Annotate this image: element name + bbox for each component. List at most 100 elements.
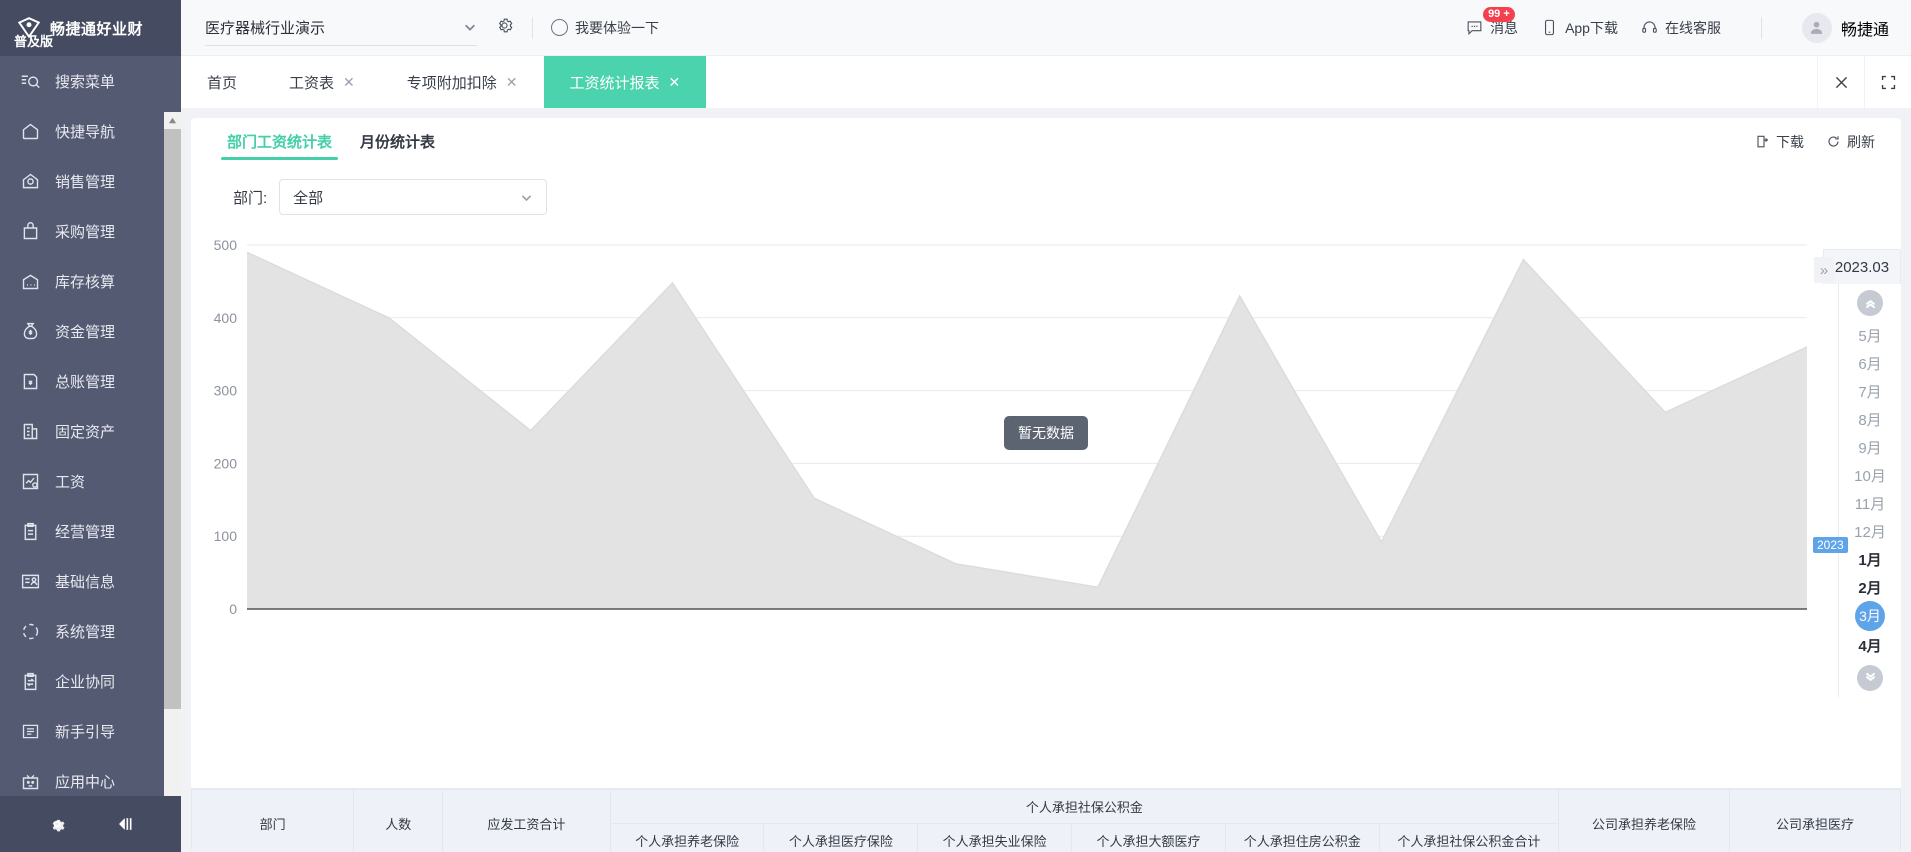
user-name: 畅捷通 bbox=[1840, 21, 1889, 39]
sidebar-item-label: 采购管理 bbox=[55, 223, 116, 241]
messages-button[interactable]: 消息 99 + bbox=[1465, 6, 1519, 38]
month-label: 12月 bbox=[1854, 523, 1886, 541]
month-item-12[interactable]: 12月 bbox=[1839, 517, 1901, 545]
month-label: 9月 bbox=[1858, 440, 1882, 458]
scrollbar-thumb[interactable] bbox=[164, 129, 181, 709]
department-filter-label: 部门: bbox=[233, 189, 268, 207]
brand-name: 畅捷通好业财 bbox=[50, 20, 144, 38]
building-icon bbox=[20, 421, 41, 442]
scroll-up-icon[interactable] bbox=[164, 112, 181, 129]
close-icon[interactable]: ✕ bbox=[505, 73, 518, 90]
month-item-6[interactable]: 6月 bbox=[1839, 350, 1901, 378]
col-department: 部门 bbox=[191, 789, 355, 852]
gear-icon bbox=[498, 18, 513, 32]
month-item-7[interactable]: 7月 bbox=[1839, 378, 1901, 406]
close-icon bbox=[1835, 76, 1847, 88]
svg-text:0: 0 bbox=[229, 601, 237, 617]
sidebar-item-purchase[interactable]: 采购管理 bbox=[0, 206, 181, 256]
messages-label: 消息 bbox=[1490, 19, 1519, 36]
sidebar-item-basic-info[interactable]: 基础信息 bbox=[0, 556, 181, 606]
close-icon[interactable]: ✕ bbox=[343, 73, 355, 90]
refresh-label: 刷新 bbox=[1847, 133, 1875, 150]
sidebar-item-label: 基础信息 bbox=[55, 573, 116, 591]
clipboard-icon bbox=[20, 521, 41, 542]
month-item-5[interactable]: 5月 bbox=[1839, 322, 1901, 350]
avatar bbox=[1801, 12, 1832, 43]
chevrons-up-icon[interactable] bbox=[1857, 290, 1883, 316]
close-all-button[interactable] bbox=[1817, 56, 1864, 108]
chart-svg: 0 100 200 300 400 500 bbox=[214, 237, 1808, 617]
col-personal-large-medical: 个人承担大额医疗 bbox=[1071, 823, 1226, 852]
sidebar-item-label: 固定资产 bbox=[55, 423, 116, 441]
sidebar-item-ledger[interactable]: 总账管理 bbox=[0, 356, 181, 406]
month-item-2[interactable]: 2月 bbox=[1839, 573, 1901, 601]
col-personal-social-total: 个人承担社保公积金合计 bbox=[1378, 823, 1560, 852]
sidebar-item-label: 企业协同 bbox=[55, 673, 116, 691]
year-tag: 2023 bbox=[1813, 537, 1848, 554]
tab-special-deduction[interactable]: 专项附加扣除 ✕ bbox=[381, 56, 544, 108]
sidebar-item-fixed-assets[interactable]: 固定资产 bbox=[0, 406, 181, 456]
report-panel: 部门工资统计表 月份统计表 下载 刷新 bbox=[191, 118, 1901, 852]
headset-icon bbox=[1642, 21, 1657, 33]
month-label: 3月 bbox=[1855, 601, 1885, 632]
app-download-label: App下载 bbox=[1565, 19, 1618, 36]
message-icon bbox=[1467, 21, 1482, 36]
sidebar-item-label: 系统管理 bbox=[55, 623, 116, 641]
department-select[interactable]: 全部 bbox=[279, 179, 548, 215]
sidebar-item-operations[interactable]: 经营管理 bbox=[0, 506, 181, 556]
refresh-button[interactable]: 刷新 bbox=[1826, 132, 1875, 152]
month-item-11[interactable]: 11月 bbox=[1839, 489, 1901, 517]
payroll-table: 部门 人数 应发工资合计 个人承担社保公积金 公司承担养老保险 公司承担医疗 个… bbox=[191, 788, 1901, 852]
payroll-icon bbox=[20, 471, 41, 492]
month-label: 7月 bbox=[1858, 384, 1882, 402]
sidebar-item-system[interactable]: 系统管理 bbox=[0, 606, 181, 656]
org-selector[interactable]: 医疗器械行业演示 bbox=[205, 10, 477, 46]
tab-payroll-report[interactable]: 工资统计报表 ✕ bbox=[543, 56, 707, 108]
month-item-1[interactable]: 2023 1月 bbox=[1813, 537, 1901, 573]
sidebar-item-sales[interactable]: 销售管理 bbox=[0, 156, 181, 206]
month-item-8[interactable]: 8月 bbox=[1839, 406, 1901, 434]
ledger-icon bbox=[20, 371, 41, 392]
sidebar-item-label: 资金管理 bbox=[55, 323, 116, 341]
col-group-personal-social: 个人承担社保公积金 bbox=[609, 789, 1560, 824]
tab-payroll-sheet[interactable]: 工资表 ✕ bbox=[263, 56, 381, 108]
sidebar-item-search-menu[interactable]: 搜索菜单 bbox=[0, 56, 181, 106]
download-button[interactable]: 下载 bbox=[1755, 132, 1804, 152]
chevrons-down-icon[interactable] bbox=[1857, 664, 1883, 691]
app-download-button[interactable]: App下载 bbox=[1540, 18, 1618, 38]
online-service-button[interactable]: 在线客服 bbox=[1640, 18, 1721, 38]
subtab-monthly-stats[interactable]: 月份统计表 bbox=[346, 118, 449, 165]
messages-badge: 99 + bbox=[1483, 6, 1515, 22]
collapse-icon[interactable] bbox=[114, 814, 134, 834]
subtab-department-payroll[interactable]: 部门工资统计表 bbox=[213, 118, 346, 165]
svg-text:300: 300 bbox=[214, 383, 238, 399]
month-item-3[interactable]: 3月 bbox=[1839, 601, 1901, 632]
experience-button[interactable]: 我要体验一下 bbox=[551, 18, 659, 38]
sidebar-item-inventory[interactable]: 库存核算 bbox=[0, 256, 181, 306]
sidebar-item-app-center[interactable]: 应用中心 bbox=[0, 756, 181, 796]
sidebar-item-guide[interactable]: 新手引导 bbox=[0, 706, 181, 756]
gear-icon[interactable] bbox=[47, 814, 67, 834]
settings-button[interactable] bbox=[495, 16, 514, 40]
month-item-4[interactable]: 4月 bbox=[1839, 631, 1901, 659]
sidebar-item-collaboration[interactable]: 企业协同 bbox=[0, 656, 181, 706]
brand-header: 畅捷通好业财 普及版 bbox=[0, 0, 181, 56]
close-icon[interactable]: ✕ bbox=[668, 73, 681, 90]
fullscreen-button[interactable] bbox=[1864, 56, 1911, 108]
sidebar-item-quick-nav[interactable]: 快捷导航 bbox=[0, 106, 181, 156]
money-bag-icon bbox=[20, 321, 41, 342]
sidebar-item-funds[interactable]: 资金管理 bbox=[0, 306, 181, 356]
top-header: 医疗器械行业演示 我要体验一下 消息 99 + App下载 bbox=[181, 0, 1911, 56]
sidebar-item-label: 搜索菜单 bbox=[55, 73, 116, 91]
sidebar-scrollbar[interactable] bbox=[164, 112, 181, 796]
col-headcount: 人数 bbox=[353, 789, 444, 852]
month-item-10[interactable]: 10月 bbox=[1839, 462, 1901, 490]
month-label: 5月 bbox=[1858, 328, 1882, 346]
tab-home[interactable]: 首页 bbox=[181, 56, 263, 108]
sidebar: 畅捷通好业财 普及版 搜索菜单 快捷导航 销售管理 采购管理 库存核算 bbox=[0, 0, 181, 852]
user-menu[interactable]: 畅捷通 bbox=[1801, 12, 1889, 43]
sidebar-item-payroll[interactable]: 工资 bbox=[0, 456, 181, 506]
month-item-9[interactable]: 9月 bbox=[1839, 434, 1901, 462]
chevrons-right-icon[interactable]: » bbox=[1814, 257, 1834, 283]
